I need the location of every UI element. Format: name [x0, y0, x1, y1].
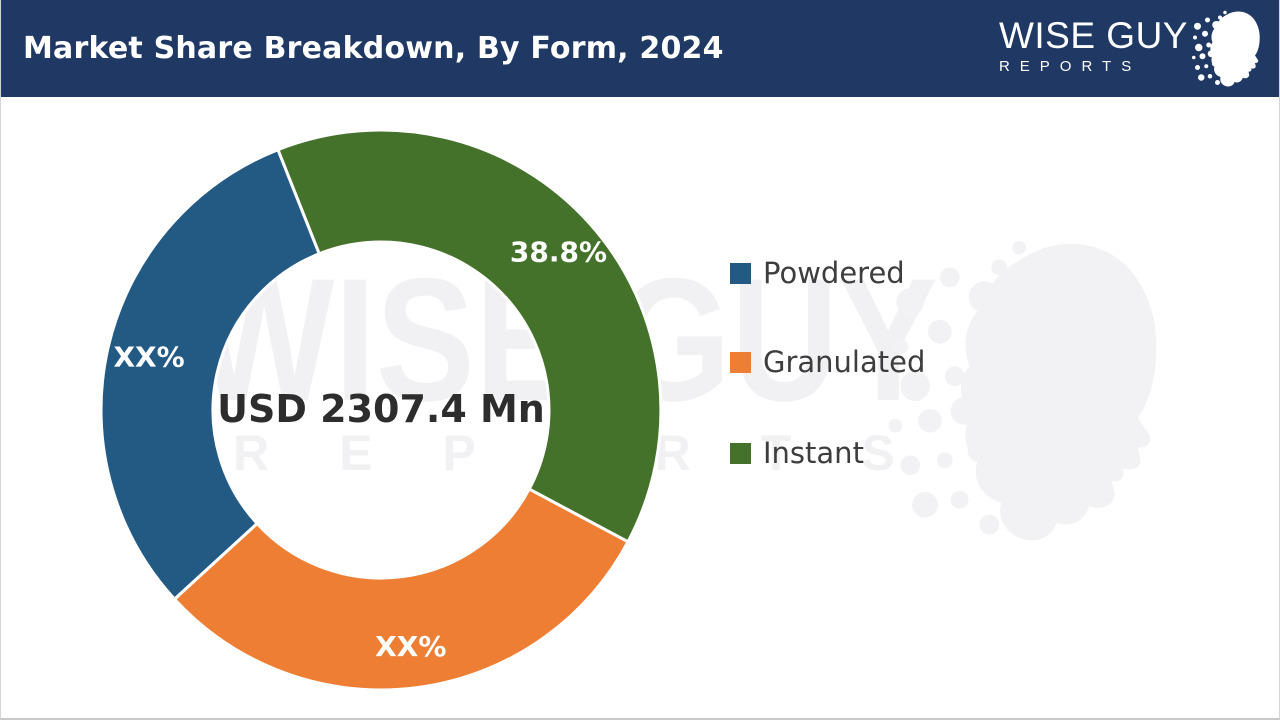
donut-slice-granulated: [173, 487, 630, 692]
donut-slice-instant: [276, 128, 663, 544]
wiseguy-logo: WISE GUY REPORTS: [999, 0, 1263, 97]
legend-swatch-granulated: [730, 351, 751, 373]
slice-label-instant: 38.8%: [510, 235, 607, 268]
legend-swatch-powdered: [730, 262, 751, 284]
legend-item-granulated: Granulated: [730, 345, 925, 379]
watermark-face-icon: [888, 240, 1157, 541]
legend-item-powdered: Powdered: [730, 256, 905, 290]
donut-chart: 38.8% XX% XX%: [99, 128, 663, 692]
logo-wiseguy-label: WISE GUY: [998, 15, 1188, 56]
slice-label-powdered: XX%: [113, 340, 184, 373]
logo-reports-label: REPORTS: [998, 58, 1142, 75]
legend-item-instant: Instant: [730, 436, 864, 470]
logo-text: WISE GUY REPORTS: [999, 17, 1188, 75]
legend-label-granulated: Granulated: [763, 344, 926, 379]
legend-label-instant: Instant: [763, 435, 864, 470]
header-bar: Market Share Breakdown, By Form, 2024 WI…: [1, 0, 1279, 97]
legend-label-powdered: Powdered: [763, 255, 905, 290]
chart-center-value: USD 2307.4 Mn: [217, 387, 545, 431]
page-title: Market Share Breakdown, By Form, 2024: [23, 31, 724, 66]
donut-slice-powdered: [99, 148, 321, 601]
logo-face-icon: [1192, 10, 1260, 87]
legend-swatch-instant: [730, 442, 751, 464]
slice-label-granulated: XX%: [375, 630, 446, 663]
